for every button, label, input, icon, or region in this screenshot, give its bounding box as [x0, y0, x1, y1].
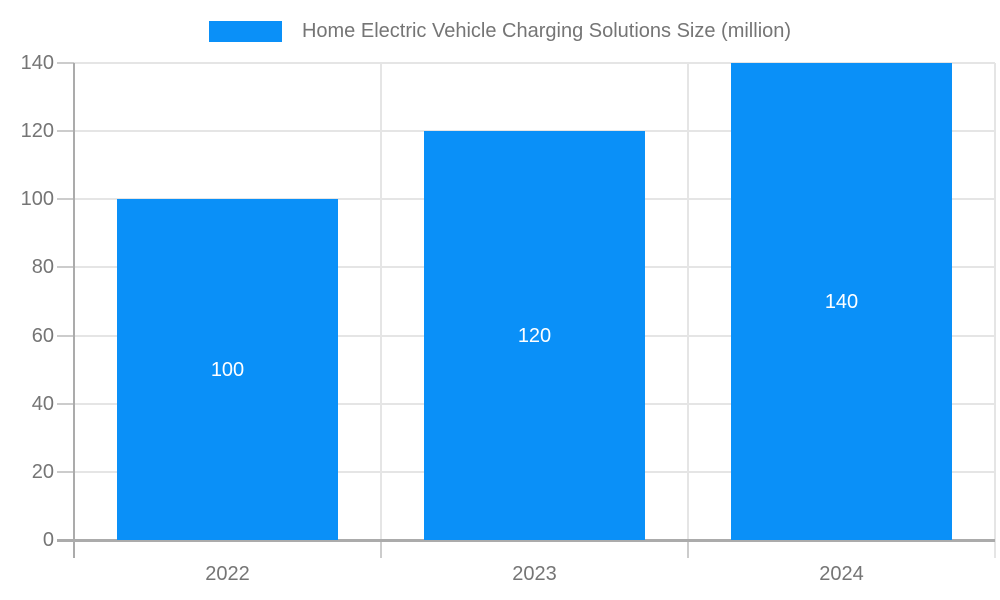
y-tick-label: 40 [31, 392, 54, 415]
bar-value-label: 120 [517, 324, 552, 347]
y-tick-mark [57, 62, 74, 64]
bar-value-label: 100 [210, 358, 245, 381]
bar[interactable] [117, 199, 338, 540]
y-tick-label: 80 [31, 256, 54, 279]
y-tick-mark [57, 198, 74, 201]
category-separator-gridline [687, 63, 689, 540]
x-tick-mark [380, 540, 382, 558]
y-tick-label: 120 [20, 120, 54, 143]
x-tick-label: 2023 [512, 563, 557, 585]
y-tick-label: 20 [31, 460, 54, 483]
legend-swatch [208, 20, 282, 42]
y-axis-line [73, 63, 75, 558]
category-separator-gridline [380, 63, 382, 540]
y-tick-label: 140 [20, 52, 54, 74]
plot-right-border [994, 63, 996, 558]
legend-item[interactable]: Home Electric Vehicle Charging Solutions… [0, 18, 1000, 44]
bar[interactable] [731, 63, 952, 540]
y-tick-mark [57, 470, 74, 473]
y-tick-mark [57, 266, 74, 269]
y-tick-mark [57, 130, 74, 133]
x-tick-label: 2022 [205, 563, 250, 585]
y-tick-label: 0 [42, 529, 54, 551]
x-tick-label: 2024 [819, 563, 864, 585]
y-tick-mark [57, 402, 74, 405]
y-gridline [74, 62, 995, 64]
y-tick-label: 100 [20, 188, 54, 211]
x-tick-mark [687, 540, 689, 558]
chart-title: Home Electric Vehicle Charging Solutions… [301, 20, 792, 42]
x-axis-line [57, 539, 995, 542]
y-tick-label: 60 [31, 324, 54, 347]
bar[interactable] [424, 131, 645, 540]
y-tick-mark [57, 334, 74, 337]
bar-value-label: 140 [824, 290, 859, 313]
